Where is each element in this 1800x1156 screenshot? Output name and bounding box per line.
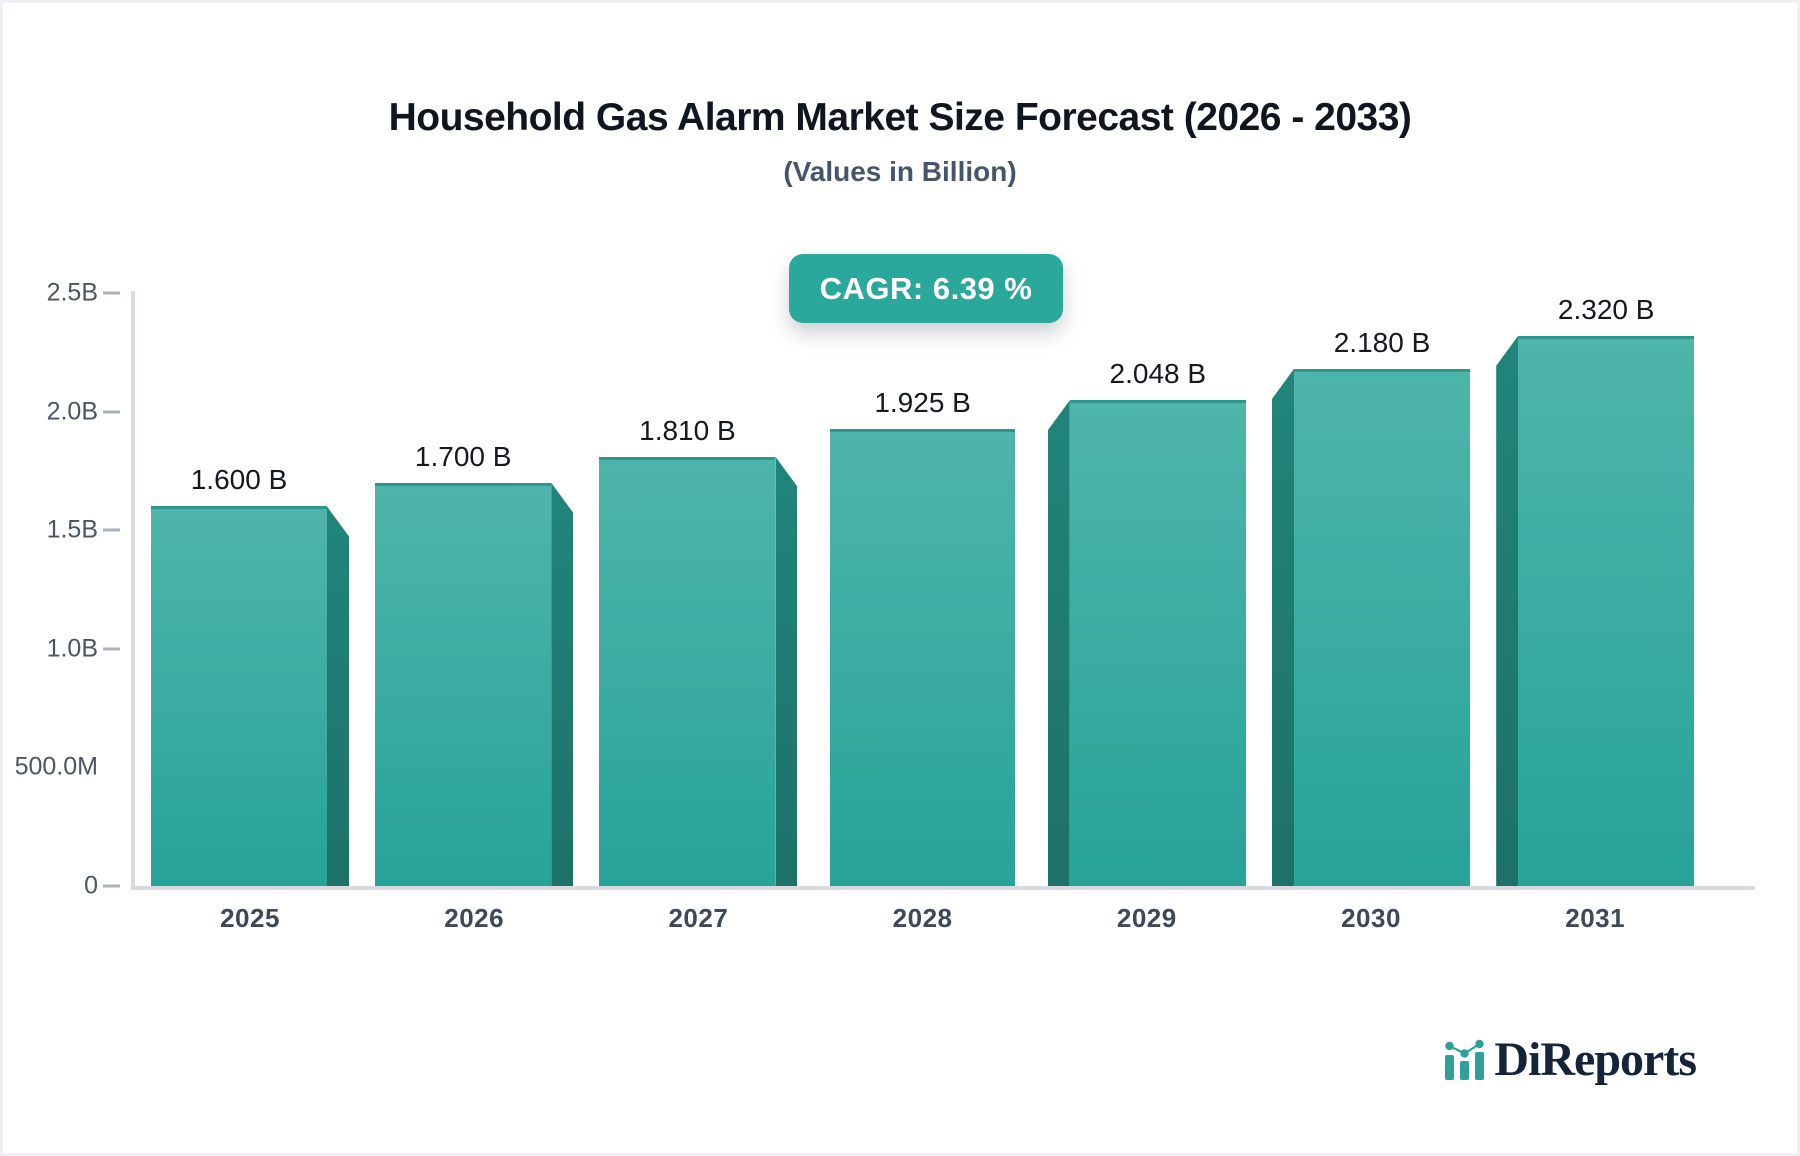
y-tick-dash [103, 647, 120, 651]
y-tick-dash [103, 528, 120, 532]
y-tick-label: 1.5B [46, 515, 98, 544]
y-tick-label: 500.0M [14, 752, 98, 781]
x-axis-line [131, 886, 1755, 890]
bar-side-face [551, 482, 574, 886]
logo: DiReports [1442, 1033, 1697, 1086]
bar-2027 [599, 456, 776, 886]
y-tick-label: 1.0B [46, 634, 98, 663]
y-tick-label: 2.0B [46, 397, 98, 426]
bar-side-face [1047, 400, 1070, 886]
bar-value-label: 1.600 B [190, 464, 288, 496]
x-tick-label: 2026 [444, 903, 505, 933]
y-axis-line [131, 291, 135, 890]
y-tick-label: 0 [84, 871, 98, 900]
bar-side-face [1272, 368, 1294, 886]
cagr-badge: CAGR: 6.39 % [789, 254, 1063, 323]
bar-2031 [1518, 335, 1695, 886]
page-title: Household Gas Alarm Market Size Forecast… [388, 96, 1412, 139]
bar-chart-trend-icon [1445, 1039, 1485, 1080]
y-tick-dash [103, 291, 120, 295]
bar-side-face [1496, 335, 1519, 886]
y-tick-label: 2.5B [46, 278, 98, 307]
bar-value-label: 2.320 B [1557, 293, 1655, 325]
bar-2030 [1294, 368, 1470, 886]
bar-value-label: 1.925 B [874, 387, 971, 419]
bar-2025 [151, 506, 327, 886]
y-tick-dash [103, 410, 120, 414]
bar-2028 [830, 429, 1016, 886]
x-tick-label: 2028 [892, 903, 953, 933]
x-tick-label: 2029 [1116, 903, 1177, 933]
bar-value-label: 2.048 B [1109, 358, 1207, 390]
bar-side-face [775, 456, 798, 886]
bar-value-label: 1.700 B [414, 440, 512, 472]
x-tick-label: 2030 [1341, 903, 1401, 933]
bar-value-label: 2.180 B [1333, 326, 1431, 358]
logo-text: DiReports [1494, 1033, 1697, 1086]
cagr-badge-label: CAGR: 6.39 % [819, 270, 1033, 306]
x-tick-label: 2025 [220, 903, 280, 933]
bar-value-label: 1.810 B [639, 414, 736, 446]
y-tick-dash [103, 884, 120, 888]
bar-2026 [375, 482, 552, 886]
x-tick-label: 2027 [668, 903, 729, 933]
bar-2029 [1069, 400, 1246, 886]
page-subtitle: (Values in Billion) [783, 156, 1017, 187]
x-tick-label: 2031 [1565, 903, 1626, 933]
bar-side-face [327, 506, 349, 886]
